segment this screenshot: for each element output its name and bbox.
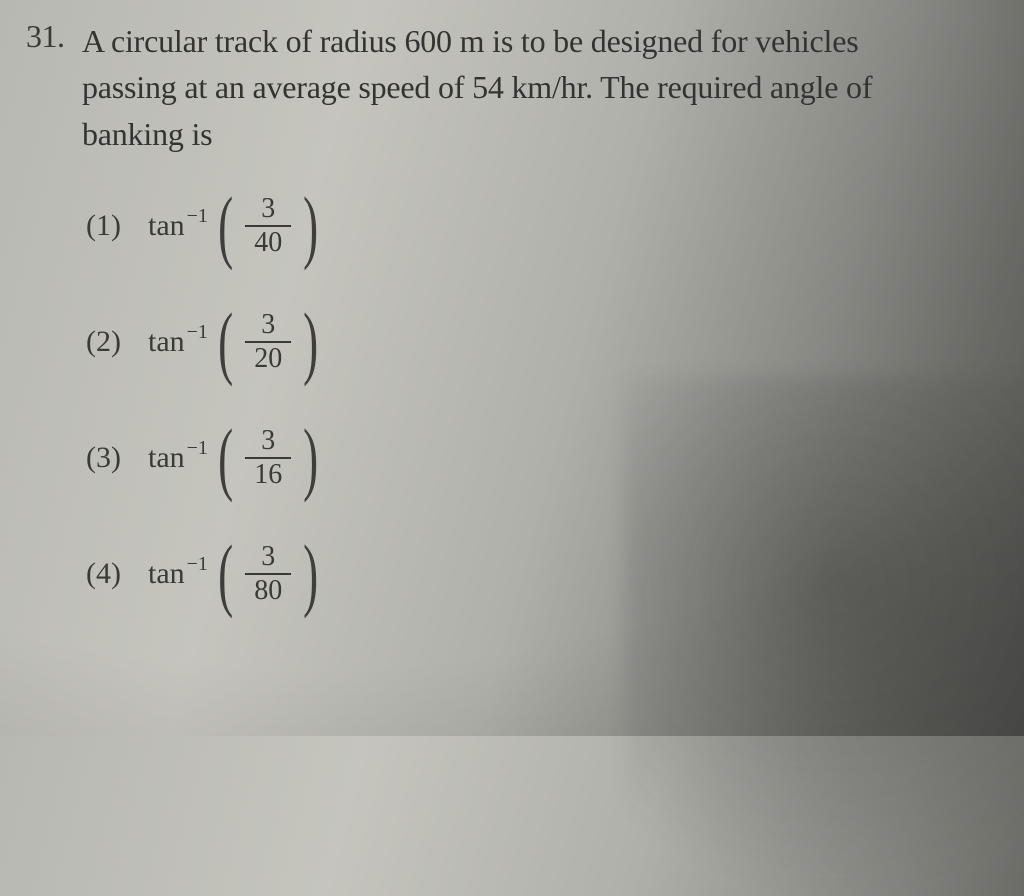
option-label: (4) xyxy=(86,557,148,591)
right-paren-icon: ) xyxy=(303,427,318,489)
options-list: (1) tan−1 ( 3 40 ) (2) tan−1 ( xyxy=(86,185,984,615)
option-1: (1) tan−1 ( 3 40 ) xyxy=(86,185,984,267)
function-name: tan xyxy=(148,325,185,359)
denominator: 40 xyxy=(248,227,288,259)
option-label: (2) xyxy=(86,325,148,359)
left-paren-icon: ( xyxy=(218,543,233,605)
left-paren-icon: ( xyxy=(218,195,233,257)
exponent: −1 xyxy=(187,437,208,460)
paren-group: ( 3 16 ) xyxy=(212,417,325,499)
denominator: 20 xyxy=(248,343,288,375)
question-number: 31. xyxy=(26,18,82,55)
option-label: (3) xyxy=(86,441,148,475)
function-name: tan xyxy=(148,557,185,591)
exponent: −1 xyxy=(187,205,208,228)
question-text: A circular track of radius 600 m is to b… xyxy=(82,18,942,157)
option-4: (4) tan−1 ( 3 80 ) xyxy=(86,533,984,615)
exponent: −1 xyxy=(187,553,208,576)
paren-group: ( 3 40 ) xyxy=(212,185,325,267)
exponent: −1 xyxy=(187,321,208,344)
function-name: tan xyxy=(148,209,185,243)
fraction: 3 20 xyxy=(245,309,291,375)
function-name: tan xyxy=(148,441,185,475)
numerator: 3 xyxy=(255,309,281,341)
option-expression: tan−1 ( 3 20 ) xyxy=(148,301,325,383)
right-paren-icon: ) xyxy=(303,543,318,605)
option-expression: tan−1 ( 3 16 ) xyxy=(148,417,325,499)
fraction: 3 40 xyxy=(245,193,291,259)
numerator: 3 xyxy=(255,541,281,573)
option-expression: tan−1 ( 3 80 ) xyxy=(148,533,325,615)
left-paren-icon: ( xyxy=(218,311,233,373)
denominator: 80 xyxy=(248,575,288,607)
paren-group: ( 3 20 ) xyxy=(212,301,325,383)
paren-group: ( 3 80 ) xyxy=(212,533,325,615)
option-3: (3) tan−1 ( 3 16 ) xyxy=(86,417,984,499)
option-2: (2) tan−1 ( 3 20 ) xyxy=(86,301,984,383)
option-label: (1) xyxy=(86,209,148,243)
option-expression: tan−1 ( 3 40 ) xyxy=(148,185,325,267)
denominator: 16 xyxy=(248,459,288,491)
numerator: 3 xyxy=(255,425,281,457)
fraction: 3 80 xyxy=(245,541,291,607)
fraction: 3 16 xyxy=(245,425,291,491)
right-paren-icon: ) xyxy=(303,311,318,373)
right-paren-icon: ) xyxy=(303,195,318,257)
numerator: 3 xyxy=(255,193,281,225)
left-paren-icon: ( xyxy=(218,427,233,489)
